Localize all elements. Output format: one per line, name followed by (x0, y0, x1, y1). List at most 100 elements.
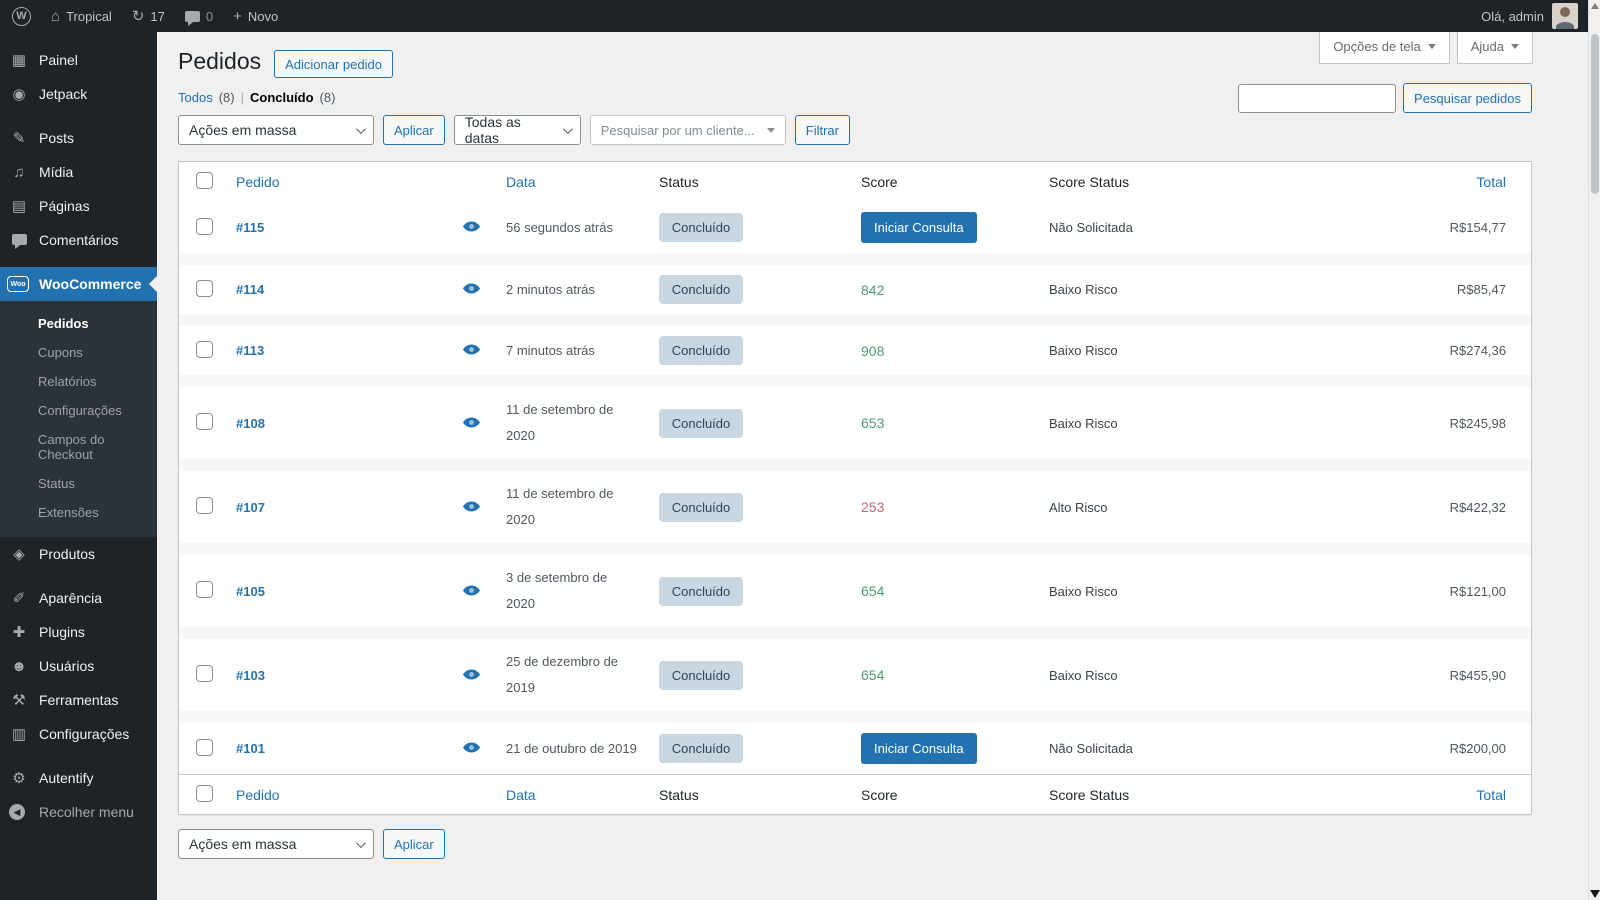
sidebar-item-aparencia[interactable]: ✐ Aparência (0, 581, 157, 615)
view-completed-link[interactable]: Concluído (249, 90, 314, 105)
account-greeting[interactable]: Olá, admin (1481, 8, 1544, 24)
score-value[interactable]: 908 (861, 342, 885, 359)
footer-status: Status (659, 786, 699, 803)
preview-eye-icon[interactable] (463, 742, 480, 753)
row-checkbox[interactable] (196, 413, 213, 430)
preview-eye-icon[interactable] (463, 417, 480, 428)
preview-eye-icon[interactable] (463, 585, 480, 596)
admin-bar: W ⌂ Tropical ↻ 17 0 + Novo Olá, admin (0, 0, 1600, 32)
submenu-item-extensoes[interactable]: Extensões (38, 505, 99, 520)
order-link[interactable]: #114 (236, 282, 265, 297)
new-label: Novo (247, 8, 279, 24)
scroll-up-arrow[interactable] (1591, 3, 1599, 9)
preview-eye-icon[interactable] (463, 501, 480, 512)
row-checkbox[interactable] (196, 340, 213, 358)
select-all-checkbox[interactable] (196, 784, 213, 802)
order-link[interactable]: #108 (236, 415, 265, 431)
sidebar-item-autentify[interactable]: ⚙ Autentify (0, 761, 157, 795)
order-link[interactable]: #103 (236, 667, 265, 683)
submenu-item-campos-checkout[interactable]: Campos do Checkout (38, 432, 105, 462)
sidebar-item-plugins[interactable]: ✚ Plugins (0, 615, 157, 649)
sidebar-item-comentarios[interactable]: Comentários (0, 223, 157, 257)
iniciar-consulta-button[interactable]: Iniciar Consulta (861, 733, 977, 764)
filter-button[interactable]: Filtrar (794, 115, 850, 145)
bulk-actions-select-bottom[interactable]: Ações em massa (178, 829, 374, 859)
order-total: R$121,00 (1449, 583, 1506, 599)
header-data[interactable]: Data (506, 174, 536, 190)
score-value[interactable]: 253 (861, 499, 885, 515)
iniciar-consulta-button[interactable]: Iniciar Consulta (861, 212, 977, 243)
score-value[interactable]: 842 (861, 281, 885, 298)
sidebar-item-produtos[interactable]: ◈ Produtos (0, 537, 157, 571)
footer-data[interactable]: Data (506, 786, 536, 803)
site-link[interactable]: ⌂ Tropical (41, 0, 122, 32)
search-orders-input[interactable] (1238, 83, 1397, 113)
row-checkbox[interactable] (196, 279, 213, 297)
row-checkbox[interactable] (196, 738, 213, 756)
vertical-scrollbar[interactable] (1588, 0, 1600, 900)
comments-icon (9, 233, 29, 249)
submenu-item-cupons[interactable]: Cupons (38, 345, 83, 360)
sidebar-item-jetpack[interactable]: ◉ Jetpack (0, 77, 157, 111)
apply-button[interactable]: Aplicar (383, 115, 445, 145)
help-tab[interactable]: Ajuda (1456, 32, 1533, 64)
order-link[interactable]: #113 (236, 343, 265, 358)
screen-options-tab[interactable]: Opções de tela (1319, 32, 1450, 64)
sidebar-item-midia[interactable]: ♫ Mídia (0, 155, 157, 189)
bulk-actions-select[interactable]: Ações em massa (178, 115, 374, 145)
sidebar-item-label: Plugins (39, 624, 85, 640)
order-link[interactable]: #107 (236, 499, 265, 515)
sidebar-item-woocommerce[interactable]: Woo WooCommerce (0, 267, 157, 301)
score-value[interactable]: 653 (861, 415, 885, 431)
submenu-item-relatorios[interactable]: Relatórios (38, 374, 97, 389)
row-checkbox[interactable] (196, 665, 213, 682)
search-orders-button[interactable]: Pesquisar pedidos (1403, 83, 1532, 113)
order-link[interactable]: #115 (236, 220, 265, 235)
footer-pedido[interactable]: Pedido (236, 786, 280, 803)
select-all-checkbox[interactable] (196, 172, 213, 189)
scrollbar-thumb[interactable] (1591, 34, 1599, 194)
preview-eye-icon[interactable] (463, 344, 480, 355)
collapse-menu-button[interactable]: ◀ Recolher menu (0, 795, 157, 829)
order-link[interactable]: #105 (236, 583, 265, 599)
sidebar-item-usuarios[interactable]: ☻ Usuários (0, 649, 157, 683)
gear-icon: ⚙ (12, 769, 26, 787)
sidebar-item-posts[interactable]: ✎ Posts (0, 121, 157, 155)
score-value[interactable]: 654 (861, 667, 885, 683)
submenu-item-pedidos[interactable]: Pedidos (38, 316, 89, 331)
sidebar-item-paginas[interactable]: ▤ Páginas (0, 189, 157, 223)
customer-filter-select[interactable]: Pesquisar por um cliente... (589, 115, 786, 145)
sidebar-item-label: Painel (39, 52, 78, 68)
footer-total[interactable]: Total (1476, 786, 1506, 803)
score-value[interactable]: 654 (861, 583, 885, 599)
date-filter-select[interactable]: Todas as datas (453, 114, 581, 146)
row-checkbox[interactable] (196, 497, 213, 514)
woocommerce-icon: Woo (7, 276, 29, 292)
preview-eye-icon[interactable] (463, 283, 480, 294)
view-all-link[interactable]: Todos (178, 90, 213, 105)
header-pedido[interactable]: Pedido (236, 174, 280, 190)
sidebar-item-ferramentas[interactable]: ⚒ Ferramentas (0, 683, 157, 717)
avatar[interactable] (1552, 3, 1578, 29)
row-checkbox[interactable] (196, 217, 213, 235)
apply-button-bottom[interactable]: Aplicar (383, 829, 445, 859)
comments-count: 0 (205, 8, 214, 24)
row-checkbox[interactable] (196, 581, 213, 598)
preview-eye-icon[interactable] (463, 669, 480, 680)
sidebar-item-configuracoes[interactable]: ▥ Configurações (0, 717, 157, 751)
chevron-down-icon (355, 837, 366, 848)
sidebar-item-painel[interactable]: ▦ Painel (0, 43, 157, 77)
new-content-menu[interactable]: + Novo (223, 0, 288, 32)
header-total[interactable]: Total (1476, 174, 1506, 190)
wordpress-logo-menu[interactable]: W (0, 0, 41, 32)
add-order-button[interactable]: Adicionar pedido (274, 50, 393, 78)
submenu-item-status[interactable]: Status (38, 476, 75, 491)
comments-link[interactable]: 0 (175, 0, 223, 32)
order-link[interactable]: #101 (236, 741, 265, 756)
plugin-icon: ✚ (12, 623, 26, 641)
updates-link[interactable]: ↻ 17 (122, 0, 175, 32)
submenu-item-configuracoes[interactable]: Configurações (38, 403, 122, 418)
preview-eye-icon[interactable] (463, 221, 480, 232)
table-row: #114 2 minutos atrás Concluído 842 Baixo… (179, 265, 1531, 314)
bulk-actions-value: Ações em massa (189, 836, 297, 852)
